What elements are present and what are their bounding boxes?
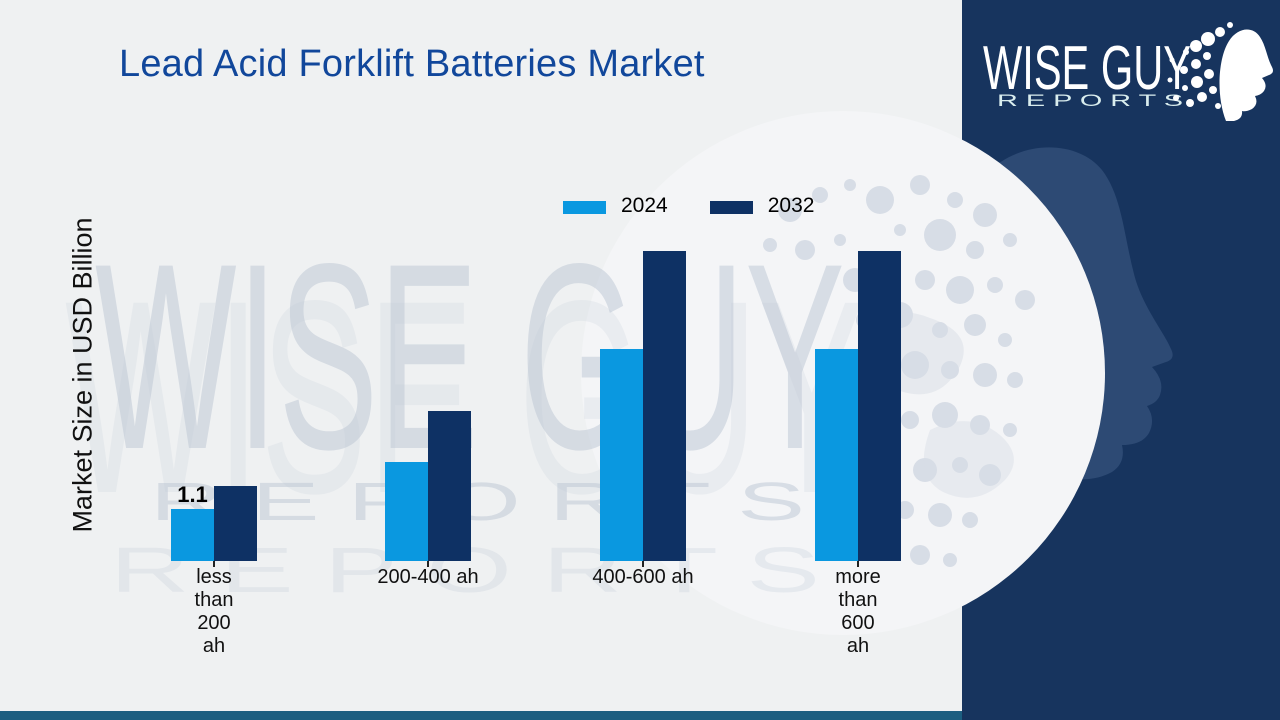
category-label-line: more (835, 566, 881, 588)
x-tick-less-than-200-ah (213, 561, 215, 567)
legend-item-2024: 2024 (563, 194, 668, 218)
logo-face-icon (1167, 22, 1273, 121)
watermark: WISE GUY R E P O R T S WISE GUY R E P O … (65, 209, 865, 606)
legend: 2024 2032 (563, 194, 814, 218)
x-tick-200-400-ah (427, 561, 429, 567)
bar-2032-more-than-600-ah (858, 251, 901, 561)
category-label-less-than-200-ah: less than 200 ah (195, 566, 234, 658)
category-label-line: than (838, 589, 878, 611)
category-label-line: ah (846, 635, 870, 657)
bar-2024-400-600-ah (600, 349, 643, 561)
wiseguy-logo: WISE GUY R E P O R T S (983, 22, 1273, 121)
bar-2032-less-than-200-ah (214, 486, 257, 561)
legend-label-2024: 2024 (621, 194, 668, 217)
bar-2024-more-than-600-ah (815, 349, 858, 561)
category-label-line: less (196, 566, 232, 588)
bar-2032-200-400-ah (428, 411, 471, 561)
bar-2024-200-400-ah (385, 462, 428, 561)
category-label-more-than-600-ah: more than 600 ah (835, 566, 881, 658)
x-tick-more-than-600-ah (857, 561, 859, 567)
category-label-line: ah (202, 635, 226, 657)
category-label-line: 600 (841, 612, 875, 634)
category-label-line: 400-600 ah (592, 566, 694, 588)
category-label-line: 200-400 ah (377, 566, 479, 588)
logo-wordmark: WISE GUY (983, 34, 1191, 103)
category-label-line: than (194, 589, 234, 611)
legend-label-2032: 2032 (767, 194, 815, 217)
page-title: Lead Acid Forklift Batteries Market (119, 43, 705, 85)
category-label-400-600-ah: 400-600 ah (592, 566, 693, 589)
category-label-200-400-ah: 200-400 ah (377, 566, 478, 589)
category-label-line: 200 (197, 612, 231, 634)
watermark-line2: R E P O R T S (150, 472, 805, 532)
bottom-accent-bar (0, 711, 962, 720)
logo-subtitle: R E P O R T S (997, 91, 1183, 110)
legend-swatch-2024 (563, 201, 606, 214)
plot-area (171, 251, 901, 561)
bar-2024-less-than-200-ah (171, 509, 214, 561)
bar-2032-400-600-ah (643, 251, 686, 561)
value-label: 1.1 (177, 482, 208, 507)
x-tick-400-600-ah (642, 561, 644, 567)
legend-item-2032: 2032 (709, 194, 815, 218)
legend-swatch-2032 (709, 201, 753, 214)
